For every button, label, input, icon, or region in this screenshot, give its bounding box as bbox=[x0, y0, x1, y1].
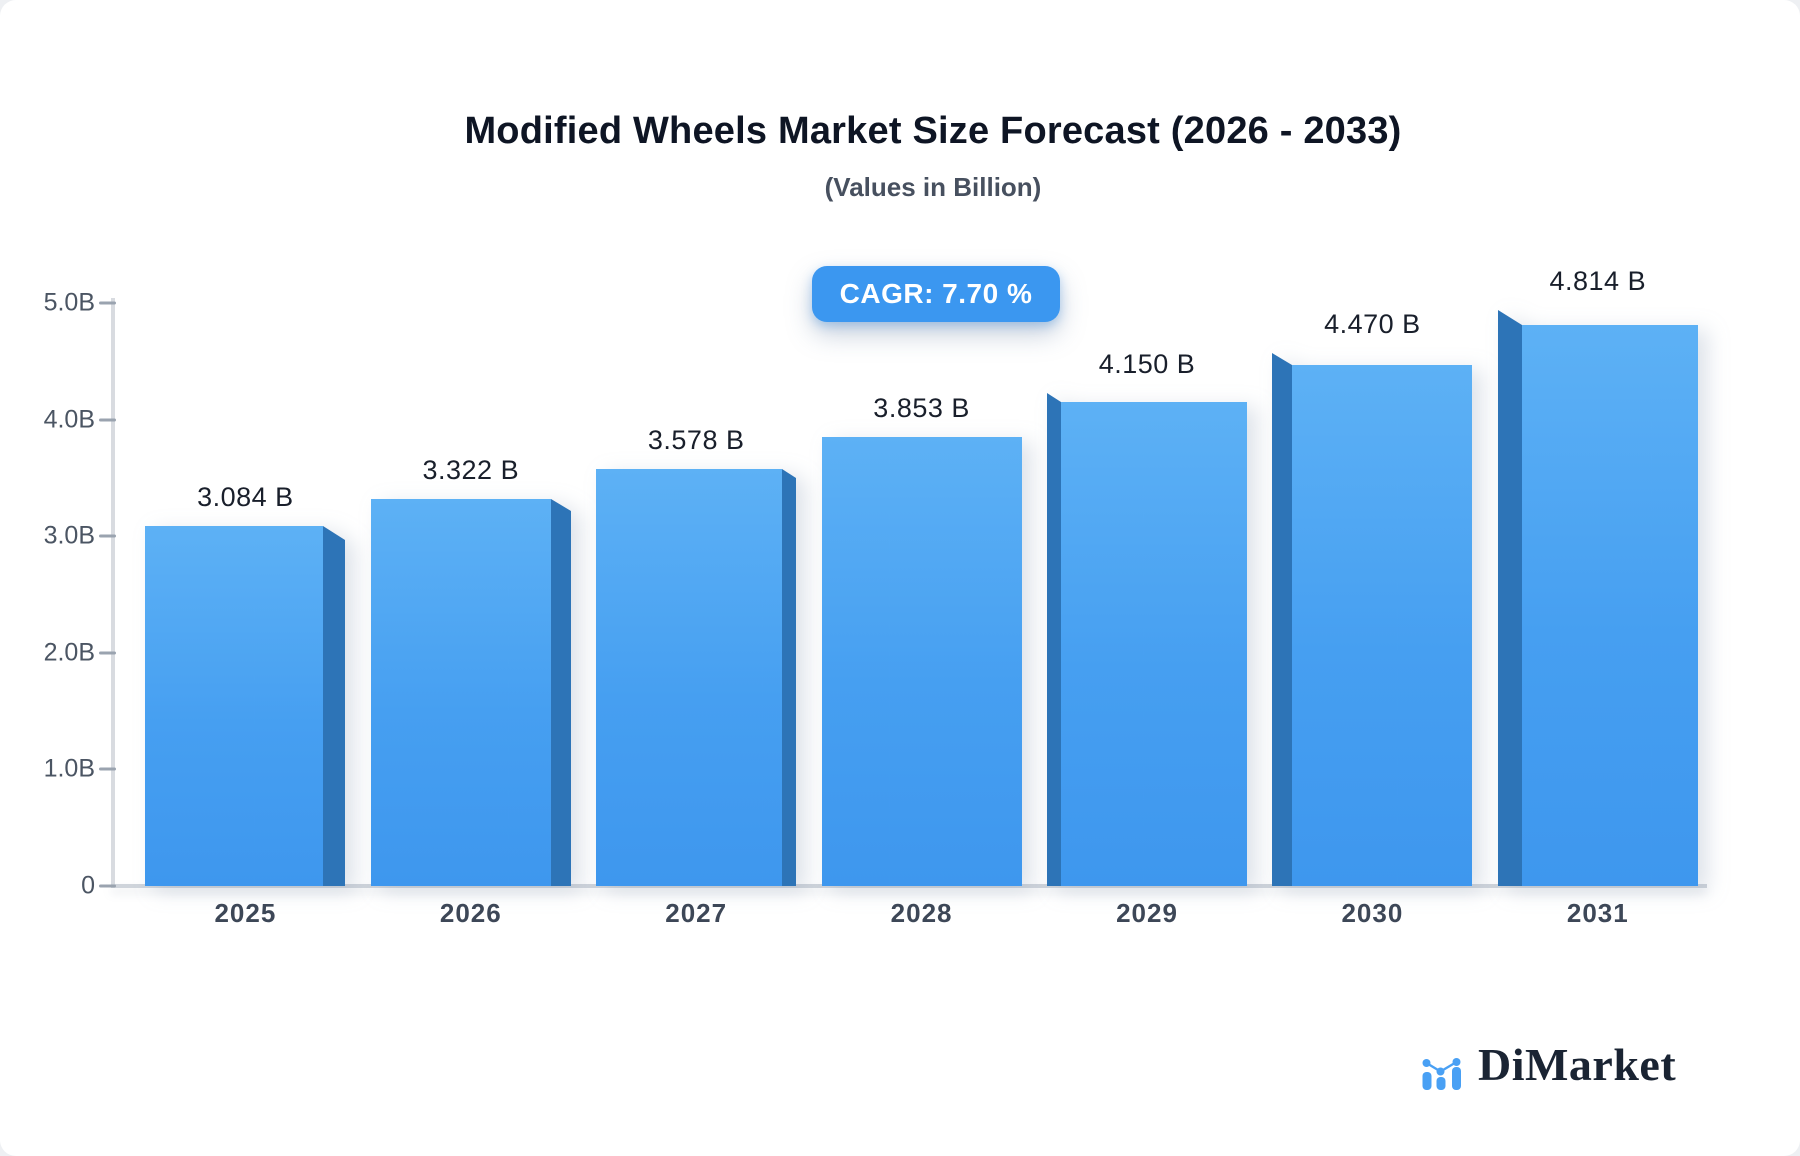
bar-value-label-2031: 4.814 B bbox=[1549, 266, 1647, 296]
xtick-label-2031: 2031 bbox=[1566, 898, 1629, 928]
bar-value-label-2025: 3.084 B bbox=[197, 482, 294, 512]
xtick-label-2030: 2030 bbox=[1341, 898, 1404, 928]
xtick-label-2025: 2025 bbox=[214, 898, 277, 928]
ytick-label-5.0B: 5.0B bbox=[43, 288, 95, 317]
cagr-badge: CAGR: 7.70 % bbox=[812, 266, 1060, 322]
xtick-label-2026: 2026 bbox=[439, 898, 502, 928]
ytick-mark bbox=[99, 301, 116, 305]
bar-2026 bbox=[370, 499, 571, 886]
cagr-badge-label: CAGR: 7.70 % bbox=[839, 278, 1033, 309]
bar-2031 bbox=[1497, 310, 1698, 886]
ytick-label-4.0B: 4.0B bbox=[43, 405, 95, 434]
bar-value-label-2027: 3.578 B bbox=[647, 425, 745, 455]
bar-2028 bbox=[821, 437, 1022, 886]
x-axis-baseline bbox=[111, 884, 1707, 888]
ytick-label-3.0B: 3.0B bbox=[43, 521, 95, 550]
xtick-label-2027: 2027 bbox=[665, 898, 728, 928]
ytick-mark bbox=[99, 418, 116, 422]
brand-name: DiMarket bbox=[1478, 1039, 1677, 1090]
bar-2025 bbox=[145, 526, 346, 886]
bar-value-label-2029: 4.150 B bbox=[1098, 349, 1196, 379]
bar-2027 bbox=[596, 469, 797, 886]
xtick-label-2028: 2028 bbox=[890, 898, 953, 928]
ytick-mark bbox=[99, 767, 116, 771]
ytick-label-1.0B: 1.0B bbox=[43, 754, 95, 783]
ytick-label-0: 0 bbox=[81, 871, 95, 900]
bar-value-label-2030: 4.470 B bbox=[1324, 309, 1421, 339]
ytick-label-2.0B: 2.0B bbox=[43, 638, 95, 667]
ytick-mark bbox=[99, 534, 116, 538]
bar-2029 bbox=[1047, 393, 1247, 886]
chart-subtitle: (Values in Billion) bbox=[824, 172, 1042, 202]
brand-chart-icon bbox=[1422, 1058, 1461, 1090]
ytick-mark bbox=[99, 884, 116, 888]
bar-value-label-2028: 3.853 B bbox=[873, 393, 970, 423]
brand-logo: DiMarket bbox=[1422, 1040, 1676, 1090]
xtick-label-2029: 2029 bbox=[1116, 898, 1178, 928]
bar-2030 bbox=[1272, 353, 1473, 886]
y-axis-line bbox=[111, 298, 115, 886]
chart-title: Modified Wheels Market Size Forecast (20… bbox=[464, 110, 1402, 152]
ytick-mark bbox=[99, 651, 116, 655]
bar-value-label-2026: 3.322 B bbox=[422, 455, 520, 485]
